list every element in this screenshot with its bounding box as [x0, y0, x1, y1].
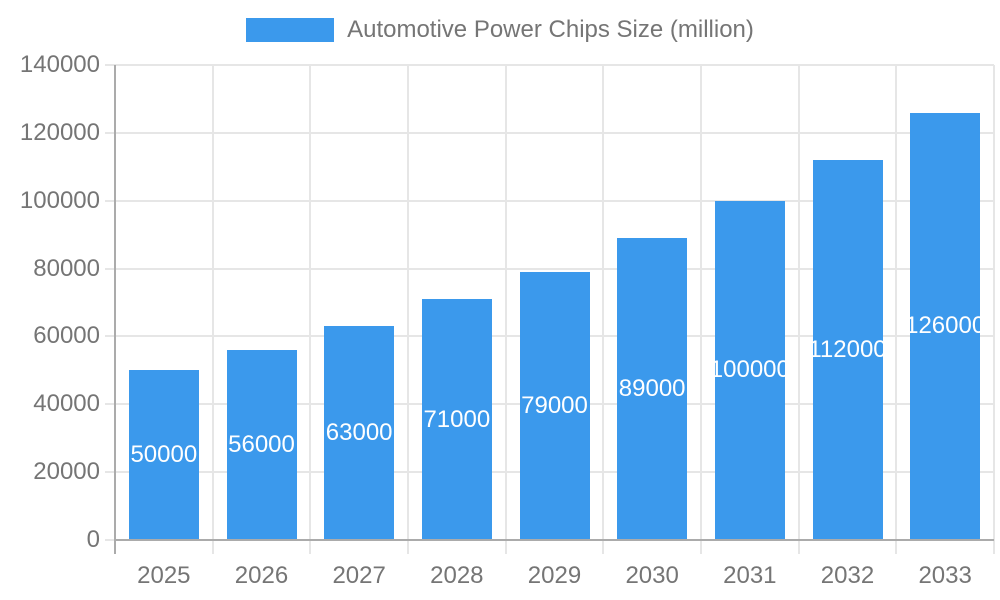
x-axis-label: 2027: [332, 562, 386, 589]
x-axis-label: 2033: [918, 562, 972, 589]
x-axis-line: [115, 539, 994, 541]
grid-line-v: [700, 65, 702, 554]
bar-value-label: 89000: [618, 375, 686, 403]
chart-legend: Automotive Power Chips Size (million): [0, 16, 1000, 44]
x-axis-label: 2031: [723, 562, 777, 589]
grid-line-h: [105, 268, 994, 270]
bar[interactable]: [813, 160, 883, 540]
bar-value-label: 56000: [228, 431, 295, 458]
grid-line-v: [309, 65, 311, 554]
bar-value-label: 112000: [808, 336, 887, 363]
x-axis-label: 2030: [625, 562, 679, 589]
bar[interactable]: [227, 350, 297, 540]
y-axis-label: 80000: [33, 254, 100, 282]
legend-label: Automotive Power Chips Size (million): [347, 16, 754, 43]
y-axis-label: 140000: [19, 51, 100, 78]
x-axis-label: 2026: [234, 562, 289, 589]
x-axis-label: 2025: [137, 562, 191, 589]
grid-line-v: [212, 65, 214, 554]
y-axis-label: 20000: [33, 458, 100, 486]
grid-line-h: [105, 200, 994, 202]
legend-item[interactable]: Automotive Power Chips Size (million): [246, 16, 754, 44]
bar-value-label: 79000: [521, 391, 588, 419]
bar[interactable]: [910, 112, 980, 540]
grid-line-v: [895, 65, 897, 554]
grid-line-v: [505, 65, 507, 554]
bar-value-label: 63000: [325, 419, 393, 447]
bar-value-label: 71000: [423, 405, 491, 433]
y-axis-label: 100000: [19, 186, 100, 214]
y-axis-label: 40000: [33, 390, 100, 418]
grid-line-h: [105, 64, 994, 66]
bar-value-label: 126000: [905, 312, 986, 340]
bar-value-label: 50000: [130, 441, 198, 469]
y-axis-line: [114, 65, 116, 554]
bar[interactable]: [129, 370, 199, 540]
y-axis-label: 0: [86, 526, 100, 553]
x-axis-label: 2032: [820, 562, 875, 589]
x-axis-label: 2029: [527, 562, 582, 589]
x-axis-label: 2028: [430, 562, 484, 589]
y-axis-label: 120000: [19, 118, 100, 146]
grid-line-v: [798, 65, 800, 554]
y-axis-label: 60000: [33, 322, 100, 350]
grid-line-v: [602, 65, 604, 554]
bar[interactable]: [715, 200, 785, 540]
legend-swatch-icon: [246, 18, 335, 42]
bar[interactable]: [422, 299, 492, 540]
bar[interactable]: [324, 326, 394, 540]
bar[interactable]: [617, 238, 687, 540]
bar[interactable]: [520, 271, 590, 540]
grid-line-v: [407, 65, 409, 554]
grid-line-v: [993, 65, 995, 554]
bar-value-label: 100000: [709, 356, 790, 384]
grid-line-h: [105, 132, 994, 134]
y-tick: [105, 539, 115, 541]
